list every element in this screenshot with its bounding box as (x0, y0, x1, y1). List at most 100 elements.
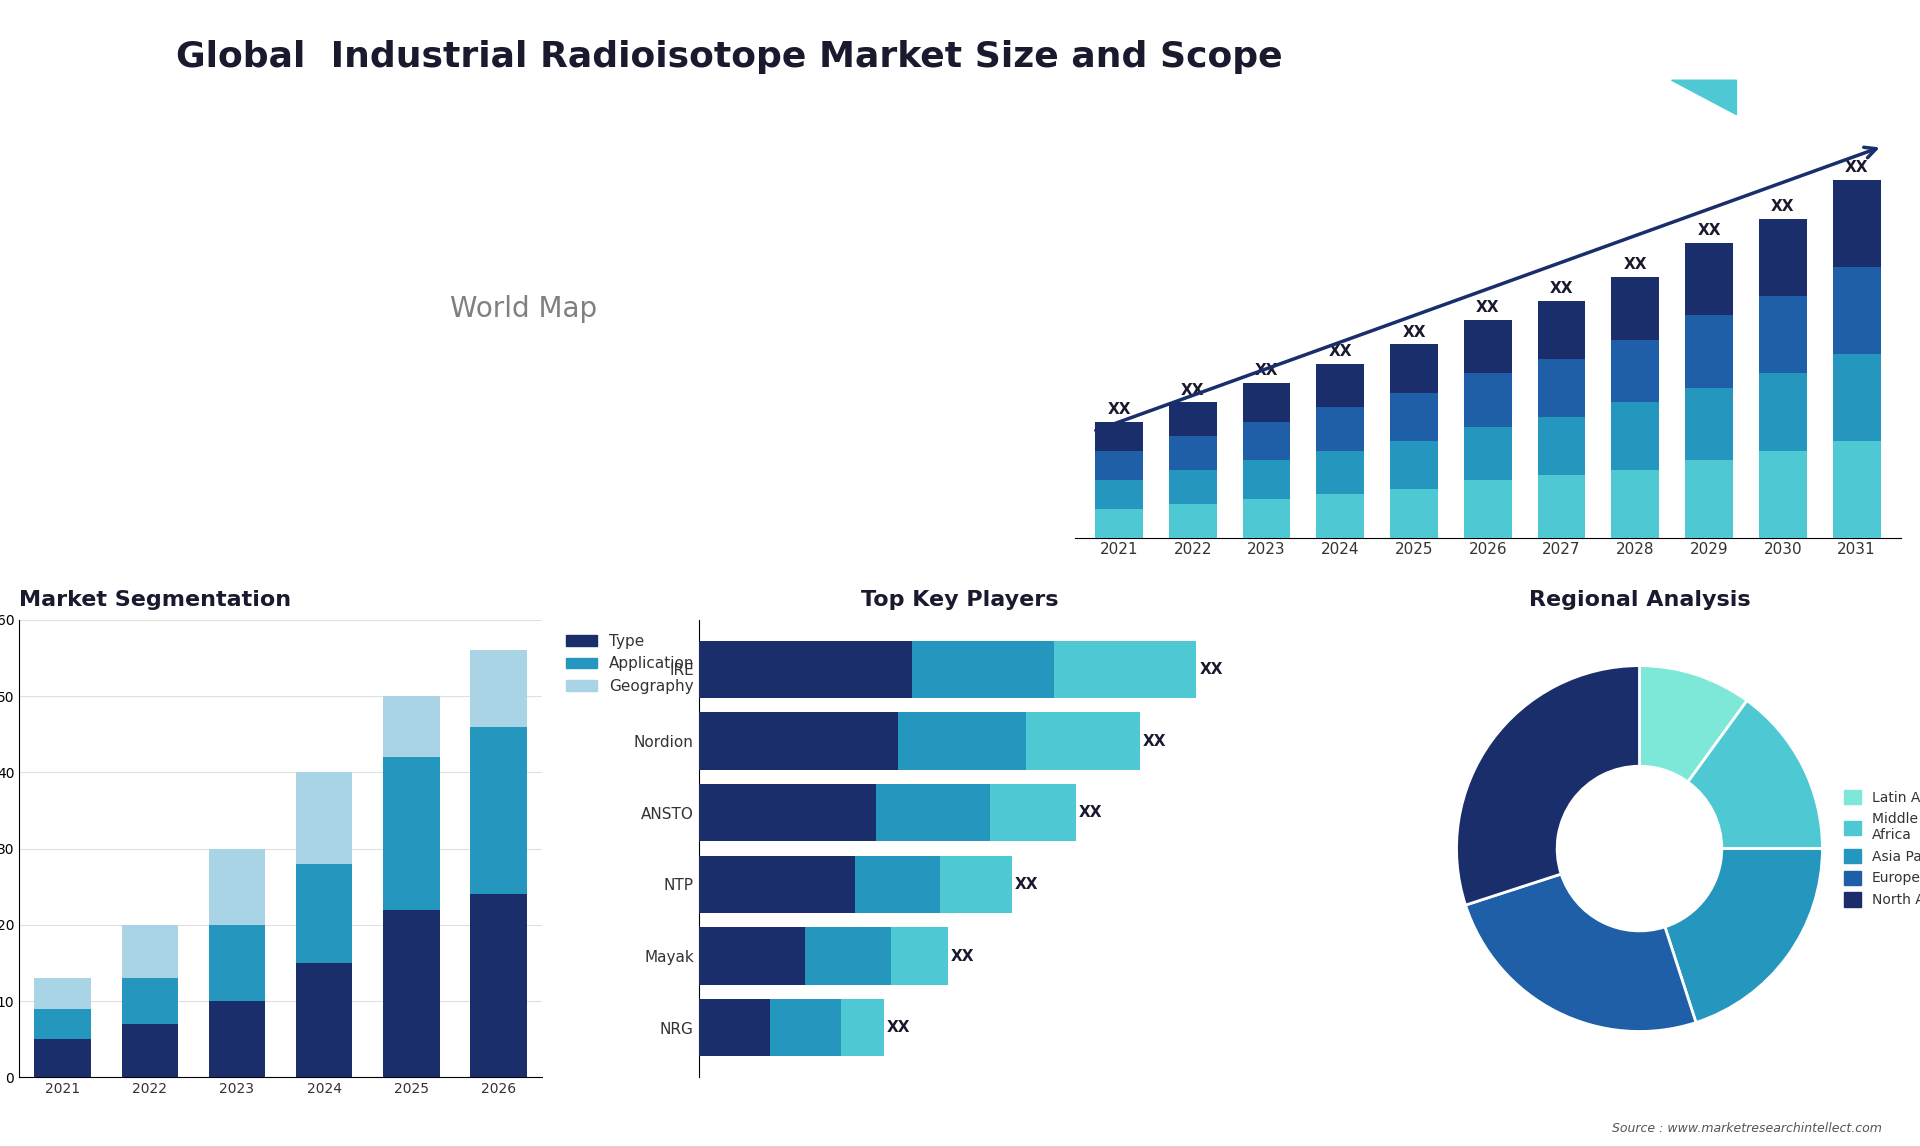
Bar (1759, 219, 1807, 296)
Bar (854, 856, 941, 913)
Text: XX: XX (1549, 281, 1572, 296)
Text: XX: XX (950, 949, 975, 964)
Bar (470, 651, 526, 727)
Text: Source : www.marketresearchintellect.com: Source : www.marketresearchintellect.com (1611, 1122, 1882, 1135)
Text: XX: XX (1770, 199, 1795, 214)
Bar (1317, 363, 1365, 407)
Text: XX: XX (1200, 662, 1223, 677)
Text: XX: XX (1329, 344, 1352, 359)
Bar (991, 784, 1075, 841)
Bar (35, 979, 90, 1008)
Bar (1686, 461, 1734, 537)
Bar (209, 1000, 265, 1077)
Text: XX: XX (1697, 223, 1720, 238)
Bar (1169, 402, 1217, 437)
Bar (1317, 407, 1365, 450)
Bar (382, 758, 440, 910)
Bar (1390, 345, 1438, 393)
Bar (1463, 374, 1511, 426)
Text: XX: XX (1845, 160, 1868, 175)
Title: Top Key Players: Top Key Players (862, 590, 1058, 610)
Wedge shape (1457, 666, 1640, 905)
Bar (35, 1008, 90, 1039)
Bar (1242, 499, 1290, 537)
Bar (1611, 277, 1659, 339)
Bar (382, 696, 440, 758)
Bar (1538, 301, 1586, 359)
Text: XX: XX (1142, 733, 1167, 748)
Text: Market Segmentation: Market Segmentation (19, 590, 292, 610)
Bar (770, 999, 841, 1057)
Text: XX: XX (1476, 300, 1500, 315)
Bar (941, 856, 1012, 913)
Text: XX: XX (1256, 363, 1279, 378)
Bar (1242, 383, 1290, 422)
Bar (1463, 426, 1511, 480)
Bar (1390, 489, 1438, 537)
Bar (1242, 461, 1290, 499)
Bar (1094, 422, 1142, 450)
Bar (1759, 450, 1807, 537)
Bar (912, 641, 1054, 698)
Wedge shape (1640, 666, 1747, 782)
Bar (209, 925, 265, 1000)
Bar (1759, 374, 1807, 450)
Legend: Type, Application, Geography: Type, Application, Geography (561, 628, 701, 700)
Bar (699, 641, 912, 698)
Bar (296, 864, 353, 963)
Text: RESEARCH: RESEARCH (1786, 79, 1849, 88)
Bar (804, 927, 891, 984)
Text: World Map: World Map (451, 295, 597, 323)
Bar (470, 727, 526, 894)
Wedge shape (1688, 700, 1822, 848)
Bar (1169, 504, 1217, 537)
Bar (876, 784, 991, 841)
Bar (1611, 339, 1659, 402)
Text: XX: XX (887, 1020, 910, 1035)
Bar (1538, 417, 1586, 474)
Bar (1094, 450, 1142, 480)
Bar (1169, 437, 1217, 470)
Text: XX: XX (1402, 324, 1427, 339)
Bar (841, 999, 883, 1057)
Legend: Latin America, Middle East &
Africa, Asia Pacific, Europe, North America: Latin America, Middle East & Africa, Asi… (1839, 784, 1920, 912)
Bar (1317, 494, 1365, 537)
Bar (1832, 180, 1880, 267)
Bar (121, 925, 179, 979)
Bar (121, 1023, 179, 1077)
Bar (699, 856, 854, 913)
Polygon shape (1672, 46, 1736, 80)
Text: XX: XX (1624, 257, 1647, 272)
Bar (1242, 422, 1290, 461)
Wedge shape (1465, 874, 1695, 1031)
Bar (1538, 359, 1586, 417)
Bar (1611, 402, 1659, 470)
Bar (899, 713, 1025, 770)
Bar (1463, 480, 1511, 537)
Text: INTELLECT: INTELLECT (1786, 102, 1849, 111)
Text: XX: XX (1079, 806, 1102, 821)
Bar (209, 848, 265, 925)
Text: XX: XX (1016, 877, 1039, 892)
Bar (1686, 387, 1734, 461)
Bar (1094, 480, 1142, 509)
Bar (470, 894, 526, 1077)
Bar (1054, 641, 1196, 698)
Bar (699, 713, 899, 770)
Bar (1094, 509, 1142, 537)
Bar (1169, 470, 1217, 504)
Polygon shape (1672, 80, 1736, 115)
Bar (1759, 296, 1807, 374)
Bar (1390, 393, 1438, 441)
Bar (699, 927, 804, 984)
Wedge shape (1665, 848, 1822, 1022)
Bar (1686, 315, 1734, 387)
Bar (1463, 320, 1511, 374)
Text: XX: XX (1108, 402, 1131, 417)
Bar (1832, 267, 1880, 354)
Bar (699, 784, 876, 841)
Text: Global  Industrial Radioisotope Market Size and Scope: Global Industrial Radioisotope Market Si… (177, 40, 1283, 74)
Bar (1025, 713, 1140, 770)
Text: XX: XX (1181, 383, 1204, 398)
Bar (1832, 354, 1880, 441)
